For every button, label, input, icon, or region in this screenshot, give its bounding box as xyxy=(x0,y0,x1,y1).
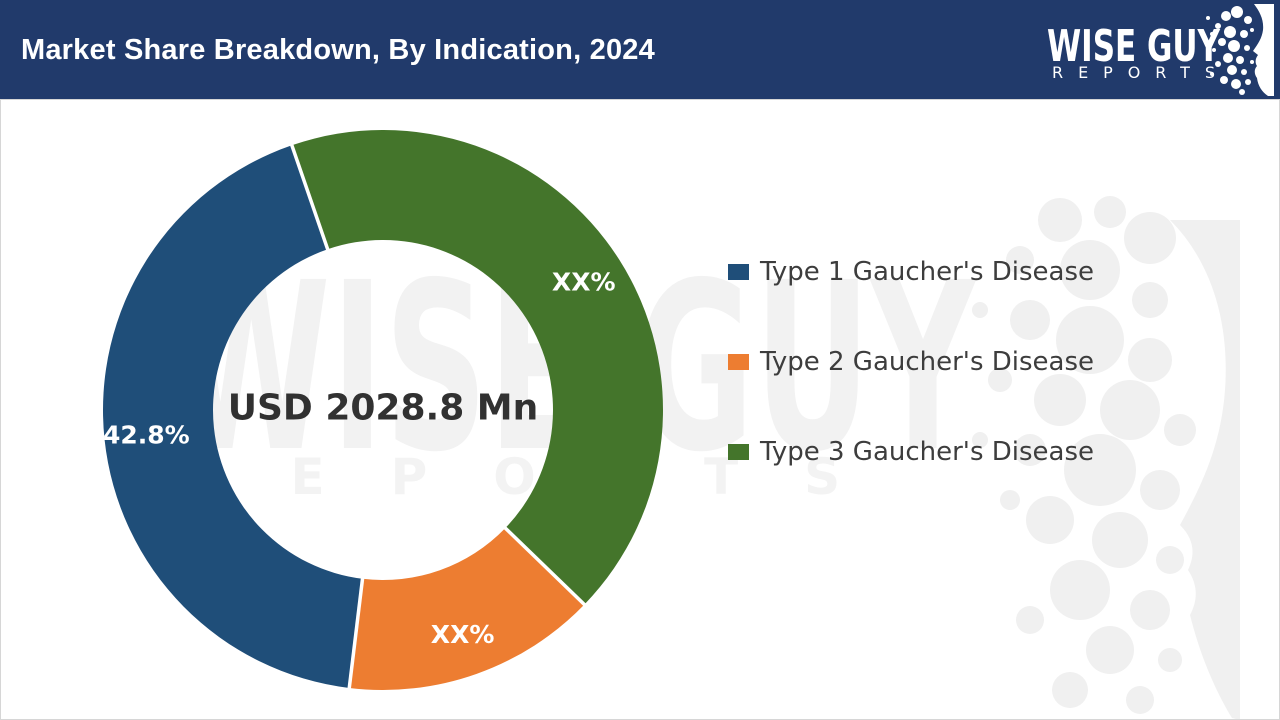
legend-swatch-1 xyxy=(728,264,749,280)
legend-swatch-2 xyxy=(728,354,749,370)
pie-slice-1 xyxy=(103,145,363,688)
legend-item-1: Type 1 Gaucher's Disease xyxy=(728,252,1094,292)
watermark-face-icon xyxy=(972,196,1240,720)
chart-area: WISE GUY REPORTS 42.8%XX%XX% USD 2028.8 … xyxy=(0,100,1280,720)
center-value: USD 2028.8 Mn xyxy=(227,387,539,429)
donut-chart: 42.8% XX% XX% xyxy=(103,130,663,690)
legend-item-3: Type 3 Gaucher's Disease xyxy=(728,432,1094,472)
header-bar: Market Share Breakdown, By Indication, 2… xyxy=(0,0,1280,100)
legend-label-3: Type 3 Gaucher's Disease xyxy=(760,437,1095,467)
slice-label-2: XX% xyxy=(431,620,495,649)
slice-divider-2 xyxy=(347,577,365,690)
legend: Type 1 Gaucher's Disease Type 2 Gaucher's… xyxy=(728,252,1094,522)
pie-slice-2 xyxy=(349,528,585,690)
slice-divider-1 xyxy=(289,143,330,251)
watermark-reports-text: REPORTS xyxy=(186,452,906,502)
watermark-dots xyxy=(972,196,1196,714)
wiseguy-logo: WISE GUY REPORTS xyxy=(1047,4,1274,96)
logo-face-icon xyxy=(1253,4,1274,96)
logo-dots xyxy=(1206,6,1254,95)
legend-swatch-3 xyxy=(728,444,749,460)
slice-label-3: XX% xyxy=(552,268,616,297)
slice-divider-3 xyxy=(503,526,587,607)
legend-label-1: Type 1 Gaucher's Disease xyxy=(760,257,1095,287)
legend-label-2: Type 2 Gaucher's Disease xyxy=(760,347,1095,377)
logo-wiseguy-text: WISE GUY xyxy=(1047,21,1221,72)
page-title: Market Share Breakdown, By Indication, 2… xyxy=(21,33,655,66)
pie-slice-3 xyxy=(291,130,663,605)
legend-item-2: Type 2 Gaucher's Disease xyxy=(728,342,1094,382)
watermark-face-profile xyxy=(1170,220,1240,720)
slice-label-1: 42.8% xyxy=(103,421,190,450)
